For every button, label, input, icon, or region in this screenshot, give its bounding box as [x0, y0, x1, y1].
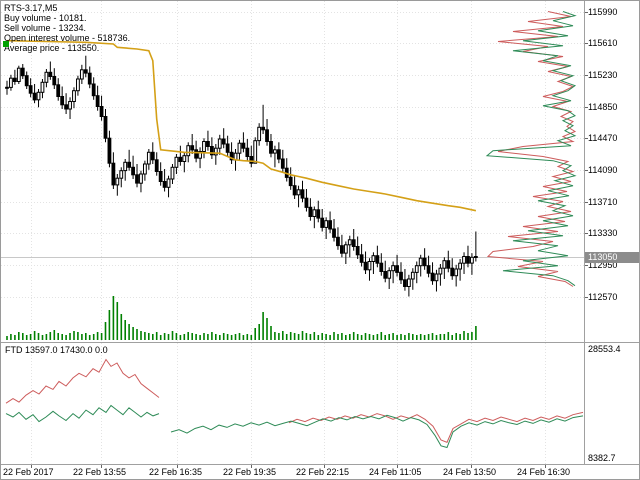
current-price-value: 113050: [588, 252, 618, 262]
symbol-period-label: RTS-3.17,M5: [4, 3, 58, 13]
profile-green: [485, 11, 577, 287]
chart-info-panel: RTS-3.17,M5 Buy volume - 10181. Sell vol…: [4, 3, 130, 53]
volume-bars: [6, 296, 477, 340]
indicator-title: FTD 13597.0 17430.0 0.0: [5, 345, 108, 355]
candles: [5, 55, 478, 297]
price-scale[interactable]: [585, 1, 639, 464]
indicator-scale-min: 8382.7: [588, 453, 616, 463]
indicator-scale-max: 28553.4: [588, 344, 621, 354]
separators: [1, 1, 639, 465]
grid: [1, 1, 584, 464]
sell-volume-label: Sell volume - 13234.: [4, 23, 87, 33]
price-scale-ticks: [585, 12, 588, 298]
ftd-red-line: [5, 358, 584, 443]
current-price-badge: 113050: [585, 252, 639, 263]
time-scale-ticks: [31, 465, 546, 468]
buy-volume-label: Buy volume - 10181.: [4, 13, 87, 23]
average-price-label: Average price - 113550.: [4, 43, 100, 53]
profile-red: [486, 11, 577, 287]
ftd-green-line: [5, 404, 584, 449]
object-anchor-marker-icon[interactable]: [3, 41, 9, 47]
average-price-line: [6, 39, 477, 212]
open-interest-label: Open interest volume - 518736.: [4, 33, 131, 43]
time-scale[interactable]: [1, 465, 639, 479]
